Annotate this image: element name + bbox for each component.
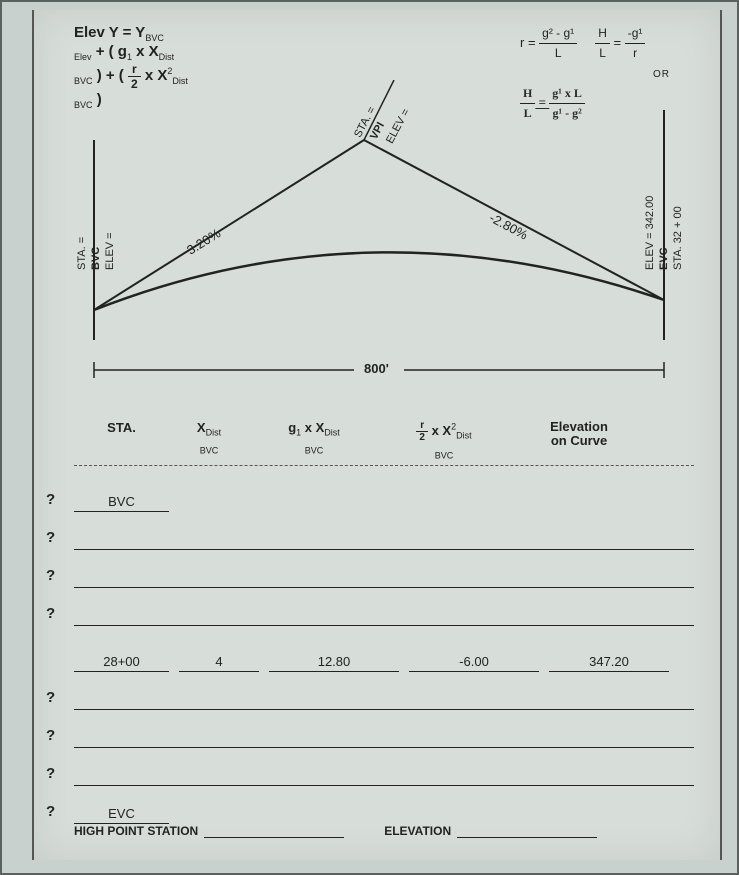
footer-row: HIGH POINT STATION ELEVATION (74, 824, 694, 838)
q-mark: ? (46, 803, 55, 820)
table-header-row: STA. XDistBVC g1 x XDistBVC r2 x X2DistB… (74, 420, 694, 466)
evc-label: EVC (658, 247, 670, 270)
bvc-sta-label: STA. = (76, 237, 88, 270)
cell-x: 4 (179, 626, 259, 672)
table-row: 28+00 4 12.80 -6.00 347.20 (74, 626, 694, 672)
q-mark: ? (46, 529, 55, 546)
evc-sta-label: STA. 32 + 00 (672, 206, 684, 270)
page: Elev Y = YBVCElev + ( g1 x XDistBVC ) + … (0, 0, 739, 875)
evc-cell: EVC (74, 806, 169, 824)
q-mark: ? (46, 605, 55, 622)
hdr-gx: g1 x XDistBVC (249, 420, 379, 461)
q-mark: ? (46, 727, 55, 744)
elevation-label: ELEVATION (384, 824, 457, 838)
table-row: ? (74, 512, 694, 550)
hdr-elev: Elevationon Curve (509, 420, 649, 461)
f-t2a: + ( g (96, 43, 127, 60)
computation-table: STA. XDistBVC g1 x XDistBVC r2 x X2DistB… (74, 420, 694, 824)
vertical-curve-diagram: STA. = BVC ELEV = STA. = VPI ELEV = STA.… (54, 80, 704, 400)
table-row: ? EVC (74, 786, 694, 824)
cell-sta: 28+00 (74, 626, 169, 672)
cell-elev: 347.20 (549, 626, 669, 672)
bvc-cell: BVC (74, 494, 169, 512)
cell-rx: -6.00 (409, 626, 539, 672)
q-mark: ? (46, 567, 55, 584)
table-row: ? (74, 672, 694, 710)
bvc-elev-label: ELEV = (104, 232, 116, 270)
evc-elev-label: ELEV = 342.00 (644, 196, 656, 270)
cell-gx: 12.80 (269, 626, 399, 672)
q-mark: ? (46, 689, 55, 706)
high-point-label: HIGH POINT STATION (74, 824, 204, 838)
table-row: ? (74, 550, 694, 588)
q-mark: ? (46, 491, 55, 508)
curve-length: 800' (364, 361, 389, 376)
q-mark: ? (46, 765, 55, 782)
table-row: ? (74, 588, 694, 626)
hdr-sta: STA. (74, 420, 169, 461)
worksheet-sheet: Elev Y = YBVCElev + ( g1 x XDistBVC ) + … (32, 10, 722, 860)
formula-prefix: Elev Y = Y (74, 24, 145, 41)
bvc-label: BVC (90, 247, 102, 270)
table-row: ? BVC (74, 474, 694, 512)
hdr-x: XDistBVC (169, 420, 249, 461)
table-row: ? (74, 710, 694, 748)
hdr-rx: r2 x X2DistBVC (379, 420, 509, 461)
table-row: ? (74, 748, 694, 786)
